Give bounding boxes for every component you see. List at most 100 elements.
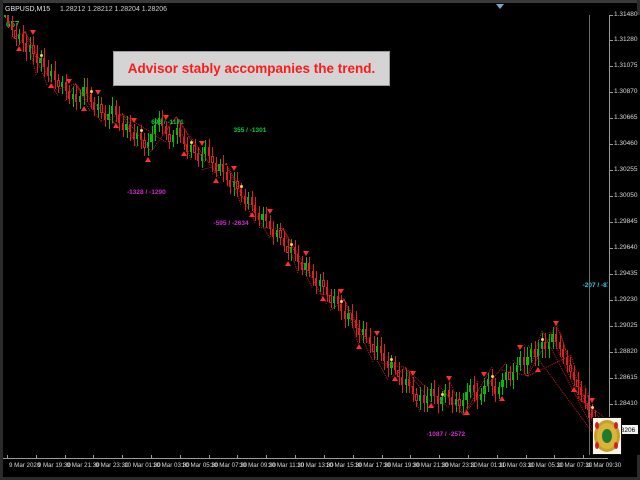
buy-arrow-icon (213, 178, 219, 184)
buy-arrow-icon (112, 122, 119, 128)
candlestick (565, 356, 568, 365)
time-tick-label: 10 Mar 11:30 (268, 462, 305, 469)
sell-arrow-icon (409, 371, 416, 377)
time-tick (410, 455, 412, 458)
candlestick (418, 394, 422, 402)
candlestick (315, 278, 318, 287)
time-tick-label: 10 Mar 15:30 (325, 462, 363, 469)
candlestick (290, 246, 293, 254)
emblem-leaf (614, 442, 618, 449)
candlestick (186, 144, 189, 152)
trade-result-annotation: -1328 / -1290 (127, 188, 166, 196)
candlestick (82, 87, 85, 97)
candlestick (261, 213, 264, 221)
candlestick (519, 356, 522, 365)
sell-arrow-icon (162, 114, 169, 120)
trade-result-annotation: 693 / -1171 (151, 118, 184, 126)
account-emblem-icon (592, 417, 622, 455)
candlestick (211, 155, 214, 164)
time-tick (122, 455, 124, 458)
sell-arrow-icon (517, 344, 524, 350)
candlestick (576, 379, 579, 388)
price-tick-label: 1.30870 (614, 88, 638, 96)
buy-arrow-icon (535, 367, 542, 373)
candlestick (433, 388, 436, 397)
candlestick (454, 398, 457, 406)
candlestick (17, 33, 21, 40)
time-tick (467, 455, 469, 458)
candlestick (383, 353, 386, 361)
candlestick (512, 372, 515, 380)
candlestick (182, 136, 185, 145)
candlestick (333, 296, 336, 303)
time-tick-label: 10 Mar 03:30 (153, 462, 190, 469)
candlestick (64, 82, 67, 91)
candlestick (476, 392, 479, 401)
time-tick-label: 11 Mar 01:30 (469, 462, 506, 469)
candlestick (254, 204, 257, 213)
time-tick-label: 9 Mar 2020 (9, 462, 41, 469)
candlestick (307, 263, 311, 271)
price-tick (609, 170, 613, 172)
sell-arrow-icon (94, 89, 101, 95)
candlestick (275, 230, 278, 237)
time-tick (323, 455, 325, 458)
price-tick-label: 1.31280 (614, 36, 638, 44)
candlestick (304, 263, 307, 270)
time-tick (525, 455, 527, 458)
candlestick (78, 96, 82, 103)
time-tick (7, 455, 8, 458)
candlestick (103, 112, 107, 121)
price-tick (609, 196, 613, 198)
candlestick (225, 172, 228, 180)
candlestick (132, 131, 135, 140)
candlestick (329, 294, 332, 303)
candlestick (168, 134, 171, 142)
candlestick (68, 90, 71, 99)
candlestick (343, 311, 346, 319)
candlestick (451, 397, 454, 406)
candlestick (196, 153, 200, 161)
price-axis-line (609, 15, 610, 455)
time-axis-line (3, 458, 608, 459)
window-frame-top (0, 0, 640, 3)
price-tick-label: 1.30255 (614, 166, 638, 174)
candlestick (71, 93, 74, 99)
candlestick (161, 117, 164, 127)
candlestick (232, 180, 235, 188)
trade-result-annotation: 355 / -1301 (233, 126, 267, 134)
time-tick-label: 10 Mar 05:30 (181, 462, 219, 469)
time-tick (583, 455, 585, 458)
price-tick (609, 222, 613, 224)
time-tick (179, 455, 181, 458)
time-tick (295, 455, 297, 458)
symbol-label: GBPUSD,M15 (5, 6, 51, 13)
buy-arrow-icon (48, 83, 55, 89)
time-tick (496, 455, 498, 458)
sell-arrow-icon (30, 29, 37, 35)
time-tick (93, 455, 95, 458)
candlestick (526, 356, 529, 365)
candlestick (89, 93, 92, 103)
candlestick (171, 135, 175, 142)
candlestick (375, 345, 379, 352)
price-axis[interactable]: 1.31480 1.31280 1.31075 1.30870 1.30665 1.304… (609, 11, 640, 455)
price-tick-label: 1.30050 (614, 192, 638, 200)
candlestick (504, 372, 508, 380)
time-axis[interactable]: 9 Mar 2020 9 Mar 19:30 9 Mar 21:30 9 Mar 23… (3, 455, 621, 477)
buy-arrow-icon (356, 344, 363, 350)
time-tick (151, 455, 153, 458)
time-tick-label: 11 Mar 03:30 (498, 462, 535, 469)
candlestick (486, 378, 490, 387)
candlestick (157, 117, 160, 126)
candlestick (150, 134, 153, 142)
candlestick (268, 221, 271, 230)
candlestick (583, 394, 586, 403)
candlestick (404, 378, 407, 385)
price-tick-label: 1.29640 (614, 244, 638, 252)
candlestick (358, 327, 361, 336)
candlestick (529, 349, 533, 357)
sell-arrow-icon (588, 398, 595, 404)
emblem-leaf (595, 422, 599, 429)
